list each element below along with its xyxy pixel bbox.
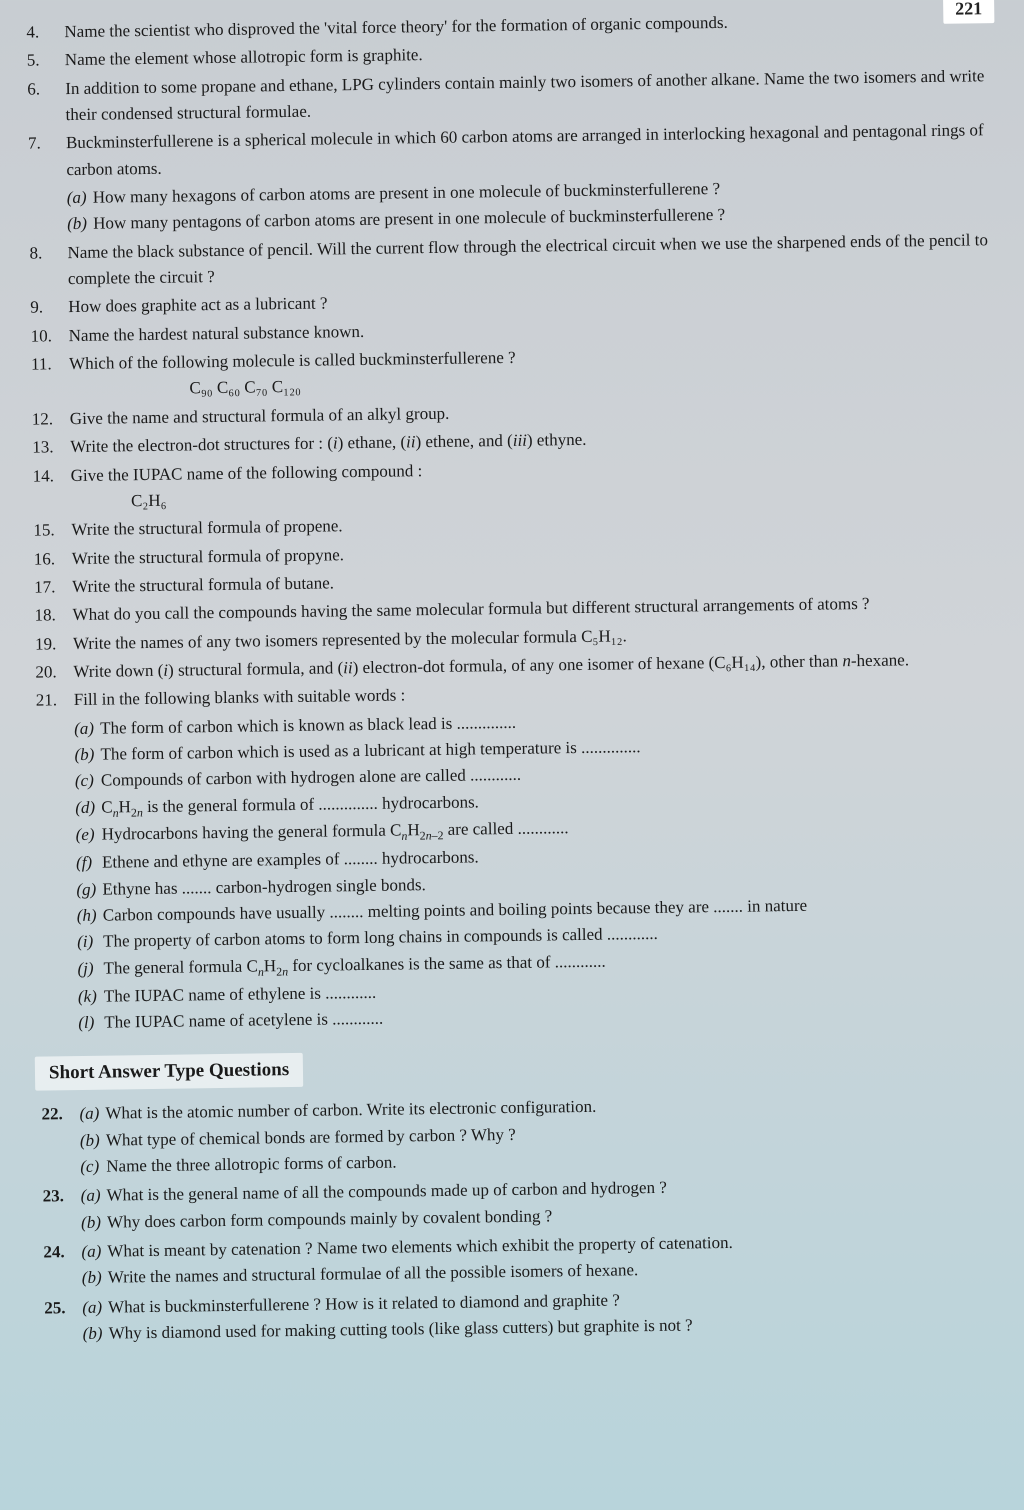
sub-text: The IUPAC name of acetylene is .........… xyxy=(104,1009,383,1032)
sub-text: The form of carbon which is known as bla… xyxy=(100,712,516,737)
sub-text: The IUPAC name of ethylene is ..........… xyxy=(104,982,377,1005)
sub-label: (d) xyxy=(75,794,95,821)
sub-text: What is buckminsterfullerene ? How is it… xyxy=(108,1290,620,1316)
sub-label: (e) xyxy=(75,822,94,849)
sub-question: (a) What is the general name of all the c… xyxy=(81,1178,667,1205)
sub-label: (c) xyxy=(80,1154,99,1181)
question-item: Fill in the following blanks with suitab… xyxy=(70,674,1021,1036)
sub-label: (b) xyxy=(82,1321,102,1348)
sub-text: What type of chemical bonds are formed b… xyxy=(106,1124,516,1149)
sub-label: (i) xyxy=(77,929,93,956)
sub-text: Ethyne has ....... carbon-hydrogen singl… xyxy=(102,875,426,899)
sub-question: (a) What is buckminsterfullerene ? How is… xyxy=(82,1290,620,1317)
sub-label: (a) xyxy=(81,1242,101,1261)
short-question-item: (a) What is buckminsterfullerene ? How is… xyxy=(78,1280,1024,1347)
sub-text: Ethene and ethyne are examples of ......… xyxy=(102,848,479,872)
sub-text: Write the names and structural formulae … xyxy=(108,1260,639,1286)
sub-text: The general formula CnH2n for cycloalkan… xyxy=(103,951,605,977)
sub-label: (c) xyxy=(75,768,94,795)
sub-label: (b) xyxy=(80,1127,100,1154)
sub-text: Compounds of carbon with hydrogen alone … xyxy=(101,765,521,790)
sub-label: (h) xyxy=(77,903,97,930)
sub-label: (b) xyxy=(74,742,94,769)
short-question-item: (a) What is the atomic number of carbon. … xyxy=(75,1087,1022,1180)
sub-label: (g) xyxy=(76,876,96,903)
sub-list: (a) The form of carbon which is known as … xyxy=(74,702,1020,1036)
sub-label: (f) xyxy=(76,850,92,877)
sub-text: Why is diamond used for making cutting t… xyxy=(108,1315,692,1342)
sub-label: (a) xyxy=(67,185,87,212)
sub-label: (b) xyxy=(81,1209,101,1236)
sub-text: How many pentagons of carbon atoms are p… xyxy=(93,205,725,233)
section-header: Short Answer Type Questions xyxy=(35,1053,304,1091)
sub-label: (a) xyxy=(82,1297,102,1316)
sub-label: (a) xyxy=(74,715,94,742)
sub-text: Hydrocarbons having the general formula … xyxy=(102,819,569,845)
sub-label: (a) xyxy=(79,1104,99,1123)
sub-label: (b) xyxy=(82,1265,102,1292)
sub-label: (a) xyxy=(81,1186,101,1205)
short-answer-list: (a) What is the atomic number of carbon. … xyxy=(75,1087,1024,1347)
sub-text: The form of carbon which is used as a lu… xyxy=(100,737,640,764)
sub-text: CnH2n is the general formula of ........… xyxy=(101,792,479,816)
question-item: Buckminsterfullerene is a spherical mole… xyxy=(62,117,1009,238)
sub-label: (k) xyxy=(78,983,97,1010)
sub-text: The property of carbon atoms to form lon… xyxy=(103,924,658,951)
sub-label: (b) xyxy=(67,211,87,238)
sub-text: What is the atomic number of carbon. Wri… xyxy=(105,1097,596,1123)
sub-text: Name the three allotropic forms of carbo… xyxy=(106,1152,397,1175)
sub-label: (j) xyxy=(77,955,93,982)
sub-text: Why does carbon form compounds mainly by… xyxy=(107,1206,552,1231)
sub-label: (l) xyxy=(78,1010,94,1037)
sub-text: How many hexagons of carbon atoms are pr… xyxy=(93,179,721,207)
page-content: 221 Name the scientist who disproved the… xyxy=(0,0,1024,1370)
main-question-list: Name the scientist who disproved the 'vi… xyxy=(60,6,1020,1036)
sub-text: What is the general name of all the comp… xyxy=(106,1178,667,1205)
sub-question: (a) What is the atomic number of carbon. … xyxy=(79,1097,596,1123)
sub-text: What is meant by catenation ? Name two e… xyxy=(107,1233,733,1261)
